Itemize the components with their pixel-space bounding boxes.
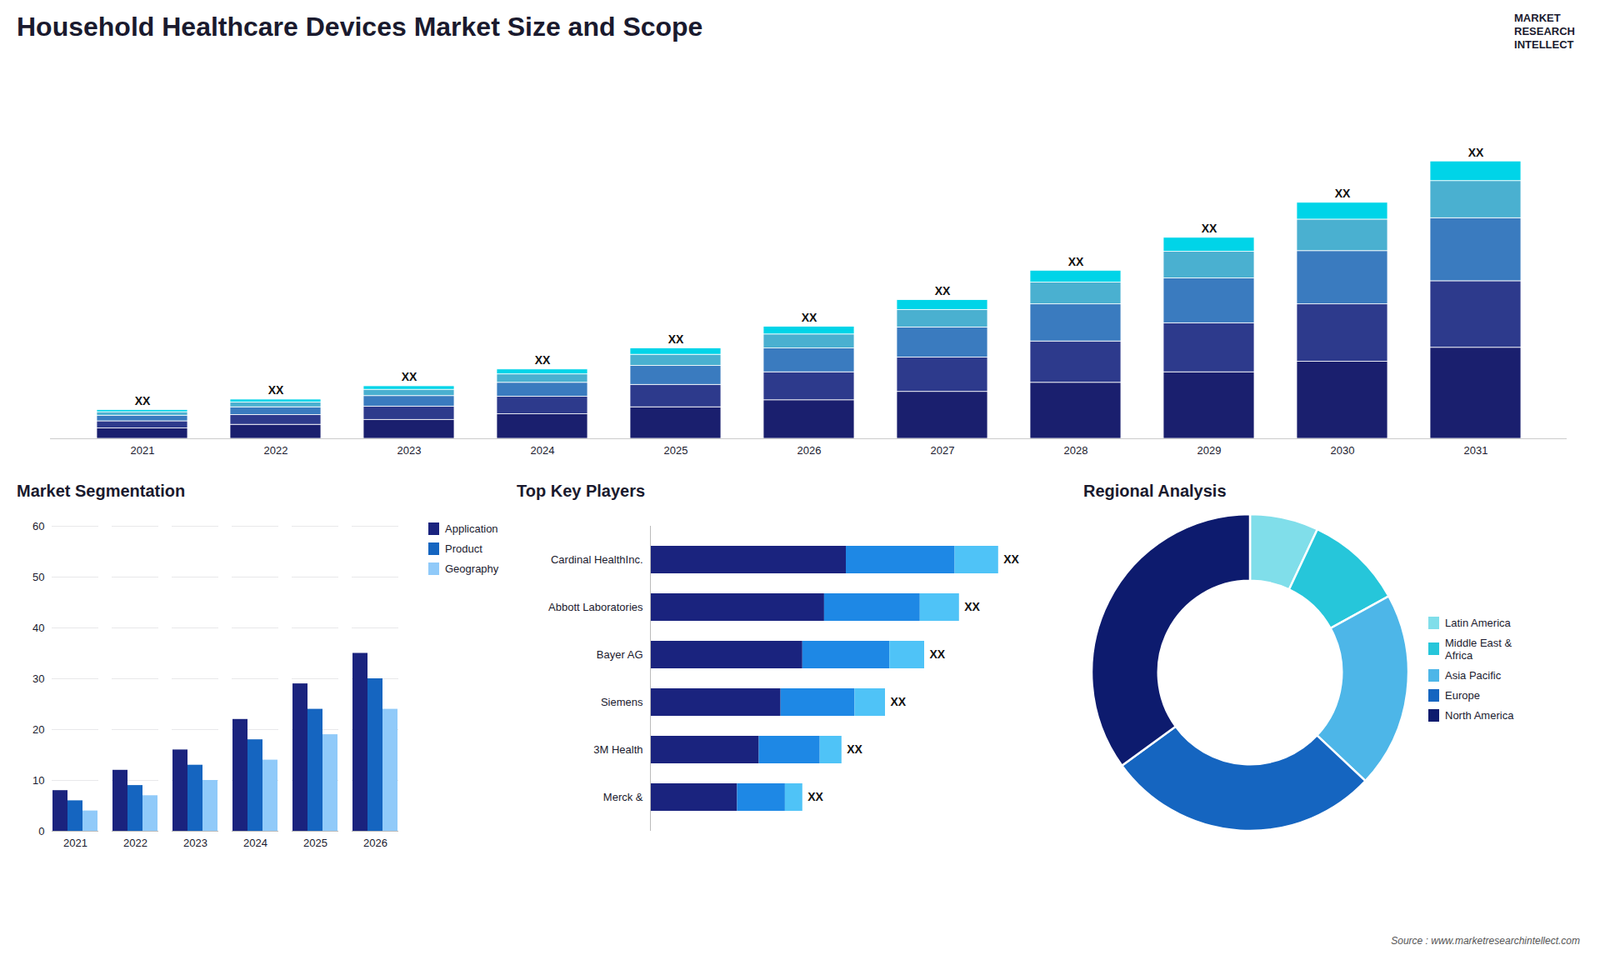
html-text:MARKET: MARKET	[1514, 11, 1561, 25]
html-text:Market Segmentation: Market Segmentation	[16, 481, 186, 500]
svg-text:2024: 2024	[243, 836, 268, 850]
html-text:Application: Application	[445, 522, 498, 535]
svg-text:XX: XX	[135, 394, 151, 408]
html-text:RESEARCH: RESEARCH	[1514, 25, 1575, 38]
svg-text:XX: XX	[930, 647, 946, 661]
svg-text:2031: 2031	[1464, 444, 1489, 457]
svg-text:XX: XX	[1201, 221, 1218, 235]
svg-text:30: 30	[32, 672, 45, 685]
svg-text:2028: 2028	[1064, 444, 1089, 457]
html-text:Geography: Geography	[445, 562, 499, 575]
svg-text:XX: XX	[1003, 552, 1020, 566]
svg-text:XX: XX	[668, 332, 685, 346]
svg-text:XX: XX	[801, 310, 818, 325]
svg-text:0: 0	[38, 825, 45, 838]
svg-text:XX: XX	[1335, 186, 1351, 200]
svg-text:XX: XX	[1468, 145, 1485, 160]
svg-text:2021: 2021	[63, 836, 88, 850]
html-text:Top Key Players: Top Key Players	[516, 481, 646, 500]
html-text:Household Healthcare Devices M: Household Healthcare Devices Market Size…	[16, 11, 703, 42]
svg-text:XX: XX	[1068, 255, 1085, 269]
svg-text:2026: 2026	[363, 836, 388, 850]
svg-text:2027: 2027	[930, 444, 955, 457]
svg-text:Abbott Laboratories: Abbott Laboratories	[548, 600, 644, 614]
svg-text:2023: 2023	[397, 444, 422, 457]
svg-text:Siemens: Siemens	[600, 695, 644, 709]
html-text:Source : www.marketresearchint: Source : www.marketresearchintellect.com	[1391, 935, 1580, 947]
svg-text:2026: 2026	[797, 444, 822, 457]
html-text:Product: Product	[445, 542, 483, 555]
svg-text:2021: 2021	[130, 444, 155, 457]
svg-text:Cardinal HealthInc.: Cardinal HealthInc.	[550, 553, 644, 566]
svg-text:2030: 2030	[1330, 444, 1355, 457]
svg-text:60: 60	[32, 520, 45, 533]
html-text:INTELLECT: INTELLECT	[1514, 38, 1574, 51]
html-text:Latin America: Latin America	[1445, 616, 1511, 629]
svg-text:50: 50	[32, 570, 45, 584]
svg-text:XX: XX	[535, 353, 551, 367]
html-text:North America: North America	[1445, 708, 1514, 722]
svg-text:40: 40	[32, 621, 45, 635]
svg-text:2025: 2025	[303, 836, 328, 850]
html-text:Europe: Europe	[1445, 688, 1480, 702]
svg-text:2025: 2025	[664, 444, 689, 457]
svg-text:2029: 2029	[1197, 444, 1222, 457]
html-text:Middle East & Africa: Middle East & Africa	[1445, 636, 1512, 662]
svg-text:10: 10	[32, 774, 45, 787]
svg-text:XX: XX	[807, 790, 824, 804]
svg-text:Bayer AG: Bayer AG	[596, 648, 644, 661]
svg-text:XX: XX	[268, 383, 285, 397]
svg-text:XX: XX	[935, 284, 951, 298]
svg-text:2024: 2024	[530, 444, 555, 457]
html-text:Regional Analysis: Regional Analysis	[1083, 481, 1227, 500]
svg-text:XX: XX	[401, 370, 418, 384]
svg-text:Merck &: Merck &	[603, 790, 644, 804]
svg-text:XX: XX	[964, 600, 980, 614]
svg-text:20: 20	[32, 723, 45, 736]
svg-text:3M Health: 3M Health	[593, 743, 643, 756]
svg-text:2023: 2023	[183, 836, 208, 850]
svg-text:2022: 2022	[123, 836, 148, 850]
html-text:Asia Pacific: Asia Pacific	[1445, 668, 1501, 682]
svg-text:XX: XX	[846, 742, 863, 756]
svg-text:XX: XX	[890, 695, 907, 709]
svg-text:2022: 2022	[264, 444, 289, 457]
